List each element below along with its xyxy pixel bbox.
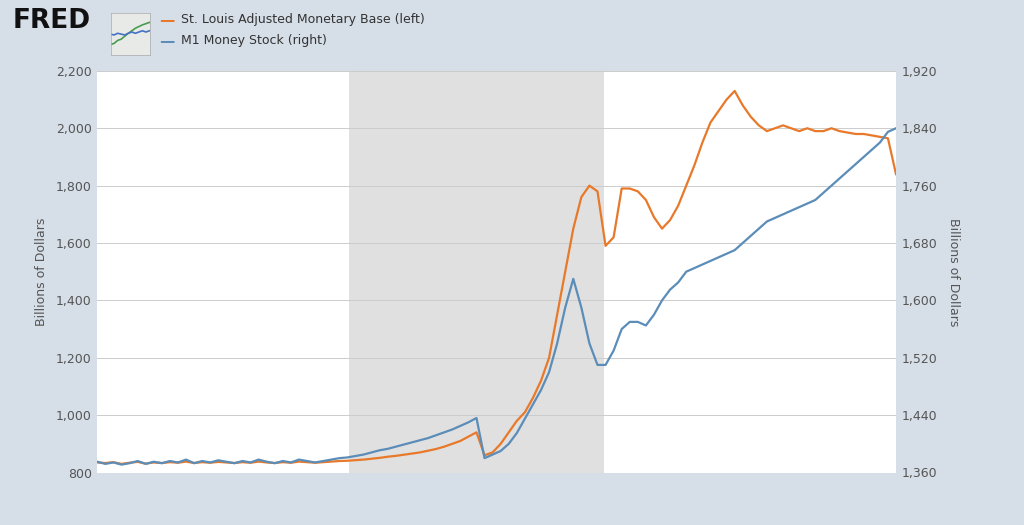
Text: St. Louis Adjusted Monetary Base (left): St. Louis Adjusted Monetary Base (left) [181, 13, 425, 26]
Y-axis label: Billions of Dollars: Billions of Dollars [35, 217, 47, 326]
Text: M1 Money Stock (right): M1 Money Stock (right) [181, 34, 327, 47]
Text: FRED: FRED [12, 8, 90, 34]
Y-axis label: Billions of Dollars: Billions of Dollars [946, 217, 959, 326]
Text: —: — [159, 34, 174, 49]
Bar [349, 71, 604, 472]
Text: —: — [159, 13, 174, 28]
